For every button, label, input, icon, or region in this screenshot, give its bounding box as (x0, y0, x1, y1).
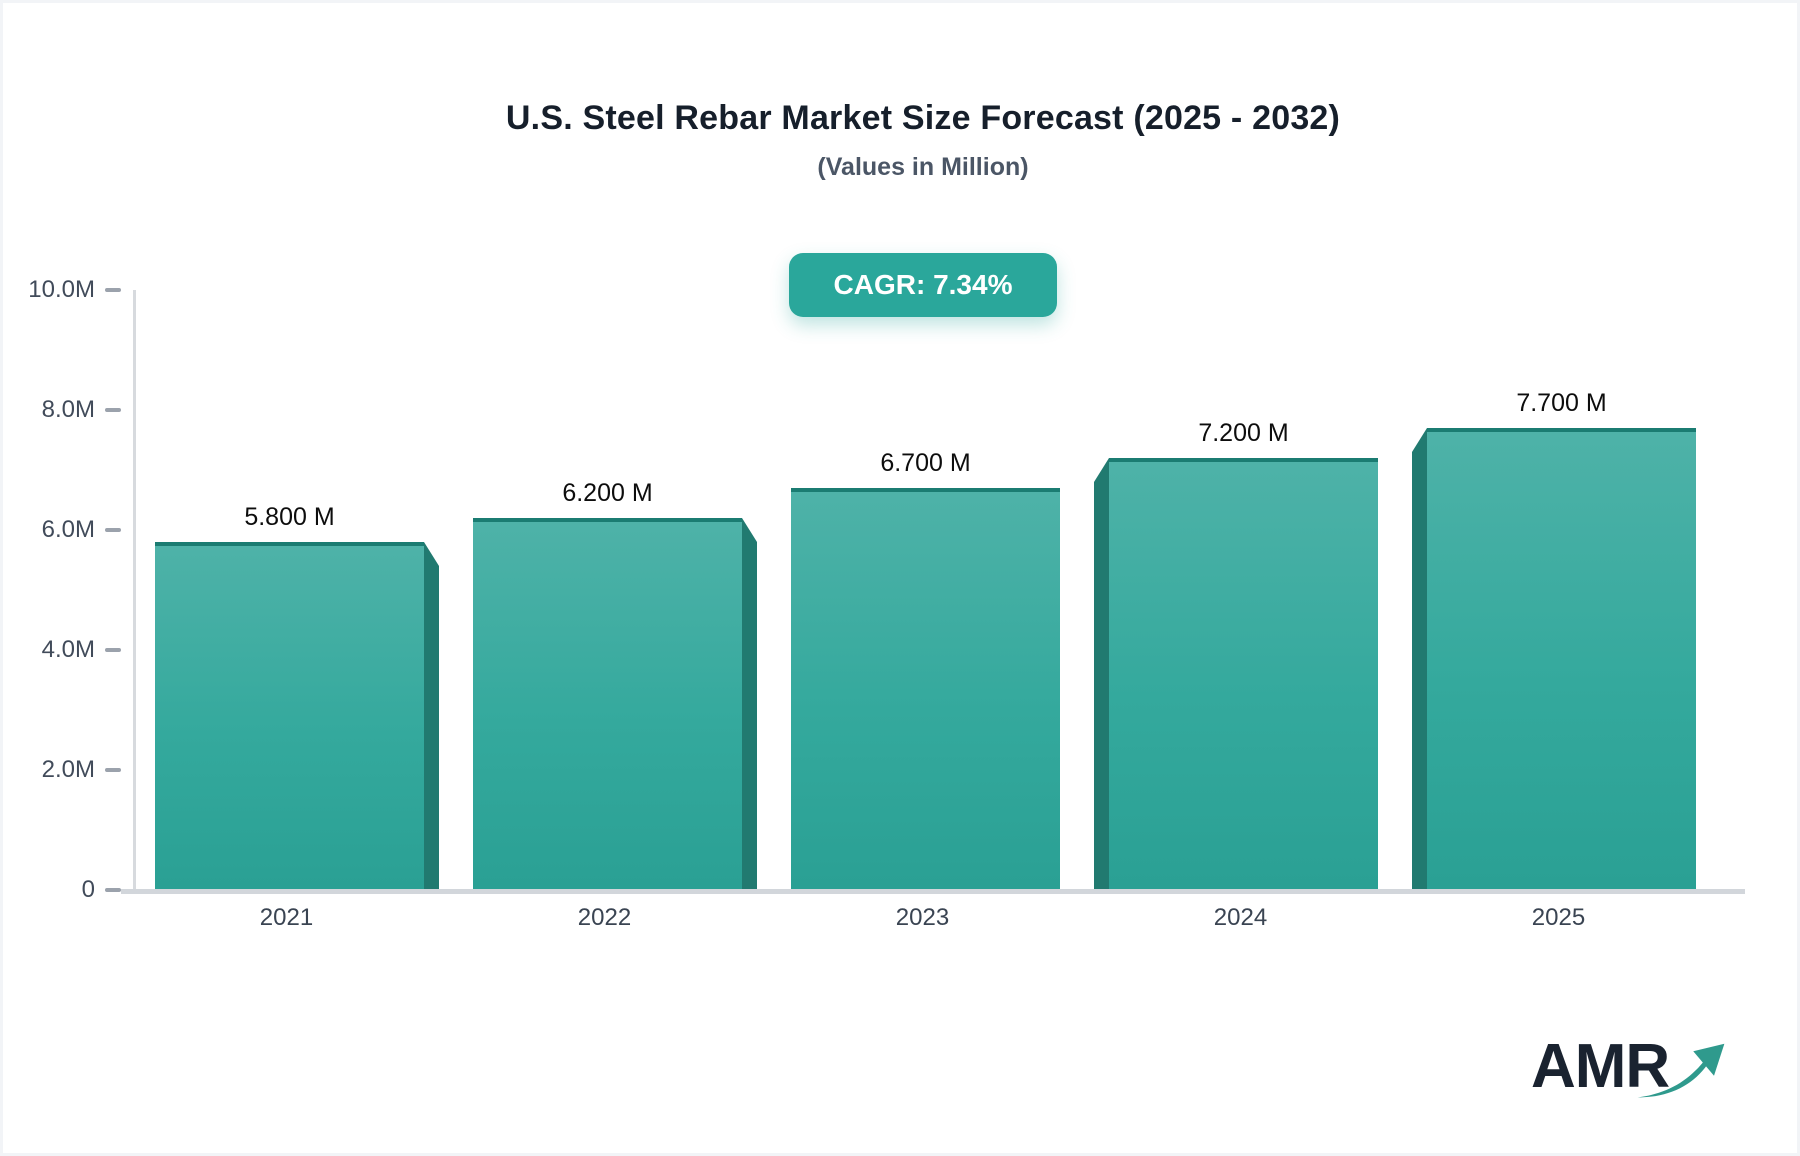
x-axis-tick-label: 2023 (895, 904, 950, 931)
chart-card: U.S. Steel Rebar Market Size Forecast (2… (3, 3, 1797, 1153)
bar-value-label: 7.700 M (1516, 389, 1607, 417)
bar-value-label: 6.200 M (562, 479, 653, 507)
x-axis-tick-label: 2022 (577, 904, 632, 931)
amr-logo: AMR (1531, 1031, 1731, 1111)
bar-side-face (742, 518, 757, 890)
bar-value-label: 7.200 M (1198, 419, 1289, 447)
cagr-badge: CAGR: 7.34% (789, 253, 1057, 317)
plot-area: 5.800 M 6.200 M 6.700 M 7.200 M 7.700 M (133, 290, 1716, 890)
y-axis-tick-mark (105, 408, 121, 412)
bar-2022 (473, 518, 742, 890)
y-axis-tick-mark (105, 288, 121, 292)
y-axis-tick-label: 8.0M (41, 396, 95, 423)
x-axis: 2021 2022 2023 2024 2025 (133, 904, 1713, 940)
y-axis: 0 2.0M 4.0M 6.0M 8.0M 10.0M (3, 276, 133, 903)
y-axis-tick-mark (105, 888, 121, 892)
growth-arrow-icon (1637, 1043, 1725, 1098)
bar-2024 (1109, 458, 1378, 890)
bar-side-face (1094, 458, 1109, 890)
bar-value-label: 5.800 M (244, 503, 335, 531)
y-axis-tick-label: 10.0M (28, 276, 95, 303)
bar-2023 (791, 488, 1060, 890)
bar-2021 (155, 542, 424, 890)
y-axis-tick-mark (105, 648, 121, 652)
y-axis-tick-label: 0 (81, 876, 95, 903)
amr-logo-text: AMR (1531, 1032, 1670, 1101)
chart-subtitle: (Values in Million) (817, 153, 1029, 181)
y-axis-tick-label: 6.0M (41, 516, 95, 543)
x-axis-tick-label: 2024 (1213, 904, 1268, 931)
bar-side-face (1412, 428, 1427, 890)
x-axis-line (121, 889, 1745, 894)
x-axis-tick-label: 2021 (259, 904, 314, 931)
bar-side-face (424, 542, 439, 890)
y-axis-tick-label: 2.0M (41, 756, 95, 783)
bar-2025 (1427, 428, 1696, 890)
chart-title: U.S. Steel Rebar Market Size Forecast (2… (505, 99, 1341, 137)
y-axis-tick-mark (105, 768, 121, 772)
y-axis-tick-label: 4.0M (41, 636, 95, 663)
y-axis-tick-mark (105, 528, 121, 532)
bar-value-label: 6.700 M (880, 449, 971, 477)
x-axis-tick-label: 2025 (1531, 904, 1586, 931)
